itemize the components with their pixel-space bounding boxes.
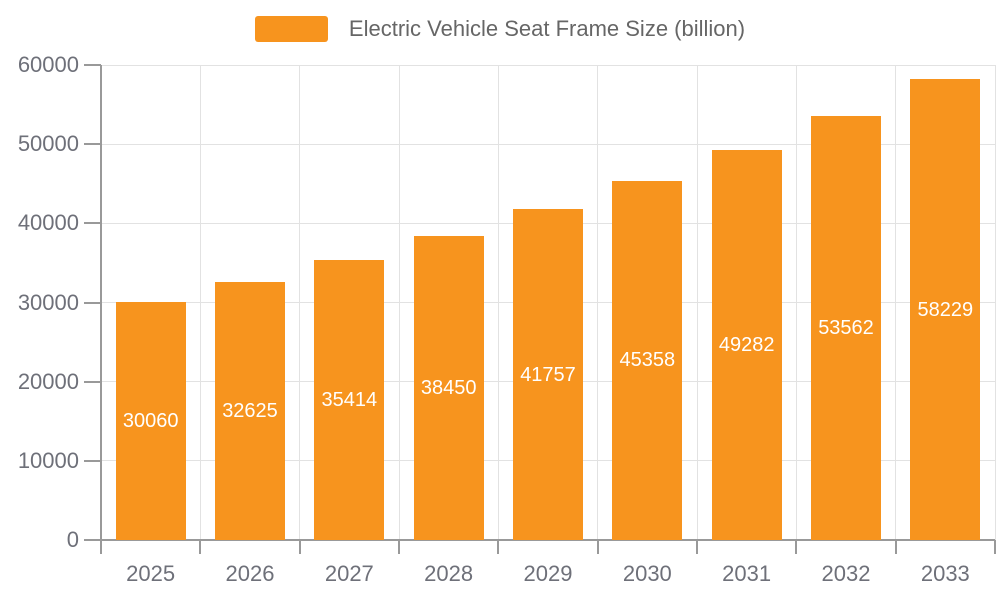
bar-2028[interactable]: 38450 bbox=[413, 235, 484, 540]
bar-value-label: 38450 bbox=[420, 376, 477, 399]
y-axis-tick bbox=[84, 459, 101, 462]
y-axis-tick bbox=[84, 301, 101, 304]
x-axis-tick bbox=[100, 540, 102, 554]
x-axis-tick bbox=[596, 540, 599, 554]
bar-2026[interactable]: 32625 bbox=[215, 281, 285, 540]
gridline-vertical bbox=[895, 65, 897, 540]
bar-value-label: 53562 bbox=[818, 316, 874, 339]
x-axis-tick-label: 2031 bbox=[722, 561, 772, 586]
y-axis-tick-label: 40000 bbox=[17, 210, 79, 236]
y-axis-tick-label: 0 bbox=[66, 527, 79, 552]
legend-label: Electric Vehicle Seat Frame Size (billio… bbox=[348, 16, 746, 41]
gridline-horizontal bbox=[101, 64, 995, 66]
x-axis-tick-label: 2032 bbox=[821, 561, 871, 586]
bar-value-label: 32625 bbox=[222, 399, 278, 422]
bar-2029[interactable]: 41757 bbox=[513, 209, 583, 540]
x-axis-tick bbox=[696, 540, 698, 554]
x-axis-tick bbox=[894, 540, 897, 554]
y-axis-tick-label: 50000 bbox=[17, 131, 79, 157]
bar-value-label: 45358 bbox=[619, 349, 676, 372]
gridline-vertical bbox=[696, 65, 698, 540]
bar-2033[interactable]: 58229 bbox=[910, 79, 981, 540]
x-axis-line bbox=[84, 539, 995, 541]
y-axis-tick bbox=[84, 143, 101, 146]
x-axis-tick bbox=[199, 540, 202, 554]
bar-2031[interactable]: 49282 bbox=[711, 149, 782, 540]
bar-2025[interactable]: 30060 bbox=[115, 302, 186, 540]
y-axis-tick-label: 30000 bbox=[17, 289, 79, 315]
y-axis-tick bbox=[84, 222, 101, 225]
x-axis-tick-label: 2027 bbox=[324, 561, 374, 586]
x-axis-tick-label: 2030 bbox=[622, 561, 672, 586]
bar-value-label: 58229 bbox=[917, 298, 974, 321]
bar-value-label: 49282 bbox=[718, 333, 775, 356]
y-axis-tick bbox=[84, 64, 101, 66]
x-axis-tick-label: 2029 bbox=[523, 561, 573, 586]
y-axis-tick bbox=[84, 380, 101, 383]
bar-2030[interactable]: 45358 bbox=[612, 180, 683, 540]
gridline-vertical bbox=[497, 65, 499, 540]
x-axis-tick bbox=[398, 540, 400, 554]
gridline-vertical bbox=[398, 65, 400, 540]
legend-item[interactable]: Electric Vehicle Seat Frame Size (billio… bbox=[0, 16, 1000, 42]
x-axis-tick bbox=[994, 540, 996, 554]
y-axis-line bbox=[100, 65, 102, 554]
x-axis-tick bbox=[795, 540, 798, 554]
bar-2032[interactable]: 53562 bbox=[811, 115, 881, 540]
bar-value-label: 30060 bbox=[122, 410, 179, 432]
x-axis-tick-label: 2026 bbox=[225, 561, 275, 586]
x-axis-tick bbox=[497, 540, 500, 554]
bar-2027[interactable]: 35414 bbox=[314, 259, 385, 540]
gridline-vertical bbox=[795, 65, 797, 540]
y-axis-tick-label: 10000 bbox=[17, 447, 79, 473]
x-axis-tick-label: 2033 bbox=[920, 561, 970, 586]
y-axis-tick-label: 60000 bbox=[17, 52, 79, 77]
legend-swatch-icon bbox=[254, 16, 328, 42]
x-axis-tick bbox=[298, 540, 301, 554]
gridline-horizontal bbox=[101, 143, 995, 145]
bar-value-label: 41757 bbox=[520, 363, 576, 386]
gridline-vertical bbox=[199, 65, 201, 540]
gridline-vertical bbox=[597, 65, 599, 540]
gridline-vertical bbox=[994, 65, 996, 540]
x-axis-tick-label: 2028 bbox=[424, 561, 474, 586]
y-axis-tick-label: 20000 bbox=[17, 368, 79, 394]
x-axis-tick-label: 2025 bbox=[126, 561, 176, 586]
bar-value-label: 35414 bbox=[321, 388, 378, 411]
gridline-vertical bbox=[299, 65, 301, 540]
